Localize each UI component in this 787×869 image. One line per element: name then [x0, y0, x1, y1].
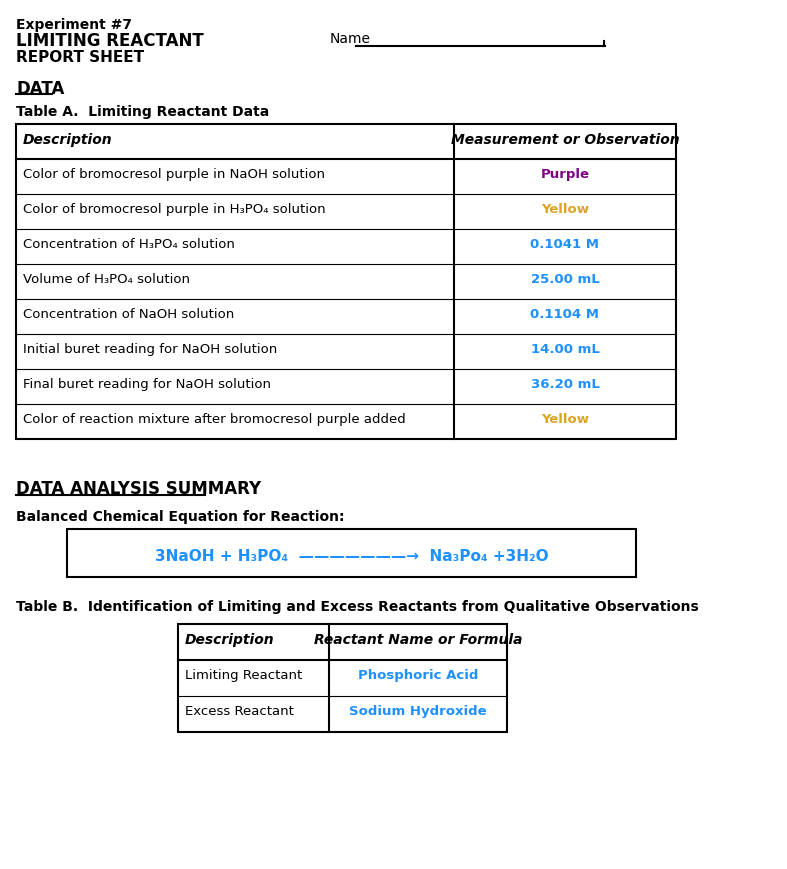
Text: 0.1041 M: 0.1041 M [530, 238, 600, 251]
Text: Reactant Name or Formula: Reactant Name or Formula [314, 633, 523, 647]
Text: Sodium Hydroxide: Sodium Hydroxide [349, 704, 487, 717]
Text: Concentration of NaOH solution: Concentration of NaOH solution [23, 308, 235, 321]
Text: Yellow: Yellow [541, 202, 589, 216]
Text: Table B.  Identification of Limiting and Excess Reactants from Qualitative Obser: Table B. Identification of Limiting and … [16, 600, 699, 614]
Bar [67, 529, 636, 577]
Text: Concentration of H₃PO₄ solution: Concentration of H₃PO₄ solution [23, 238, 235, 251]
Bar [16, 125, 676, 440]
Text: 14.00 mL: 14.00 mL [530, 342, 600, 355]
Text: 0.1104 M: 0.1104 M [530, 308, 600, 321]
Text: Description: Description [23, 133, 113, 147]
Text: REPORT SHEET: REPORT SHEET [16, 50, 144, 65]
Text: Yellow: Yellow [541, 413, 589, 426]
Text: Experiment #7: Experiment #7 [16, 18, 132, 32]
Text: Limiting Reactant: Limiting Reactant [185, 668, 302, 681]
Text: LIMITING REACTANT: LIMITING REACTANT [16, 32, 204, 50]
Text: Excess Reactant: Excess Reactant [185, 704, 294, 717]
Text: Balanced Chemical Equation for Reaction:: Balanced Chemical Equation for Reaction: [16, 509, 345, 523]
Text: Measurement or Observation: Measurement or Observation [451, 133, 679, 147]
Text: Purple: Purple [541, 168, 589, 181]
Text: Color of bromocresol purple in H₃PO₄ solution: Color of bromocresol purple in H₃PO₄ sol… [23, 202, 326, 216]
Text: DATA ANALYSIS SUMMARY: DATA ANALYSIS SUMMARY [16, 480, 261, 497]
Text: Initial buret reading for NaOH solution: Initial buret reading for NaOH solution [23, 342, 277, 355]
Text: 36.20 mL: 36.20 mL [530, 377, 600, 390]
Text: Final buret reading for NaOH solution: Final buret reading for NaOH solution [23, 377, 272, 390]
Text: Phosphoric Acid: Phosphoric Acid [358, 668, 478, 681]
Text: DATA: DATA [16, 80, 65, 98]
Text: Table A.  Limiting Reactant Data: Table A. Limiting Reactant Data [16, 105, 269, 119]
Text: Color of reaction mixture after bromocresol purple added: Color of reaction mixture after bromocre… [23, 413, 406, 426]
Text: Volume of H₃PO₄ solution: Volume of H₃PO₄ solution [23, 273, 190, 286]
Text: 3NaOH + H₃PO₄  ———————→  Na₃Po₄ +3H₂O: 3NaOH + H₃PO₄ ———————→ Na₃Po₄ +3H₂O [154, 548, 549, 563]
Text: Name: Name [329, 32, 370, 46]
Text: 25.00 mL: 25.00 mL [530, 273, 600, 286]
Text: Description: Description [185, 633, 275, 647]
Bar [178, 624, 507, 733]
Text: Color of bromocresol purple in NaOH solution: Color of bromocresol purple in NaOH solu… [23, 168, 325, 181]
